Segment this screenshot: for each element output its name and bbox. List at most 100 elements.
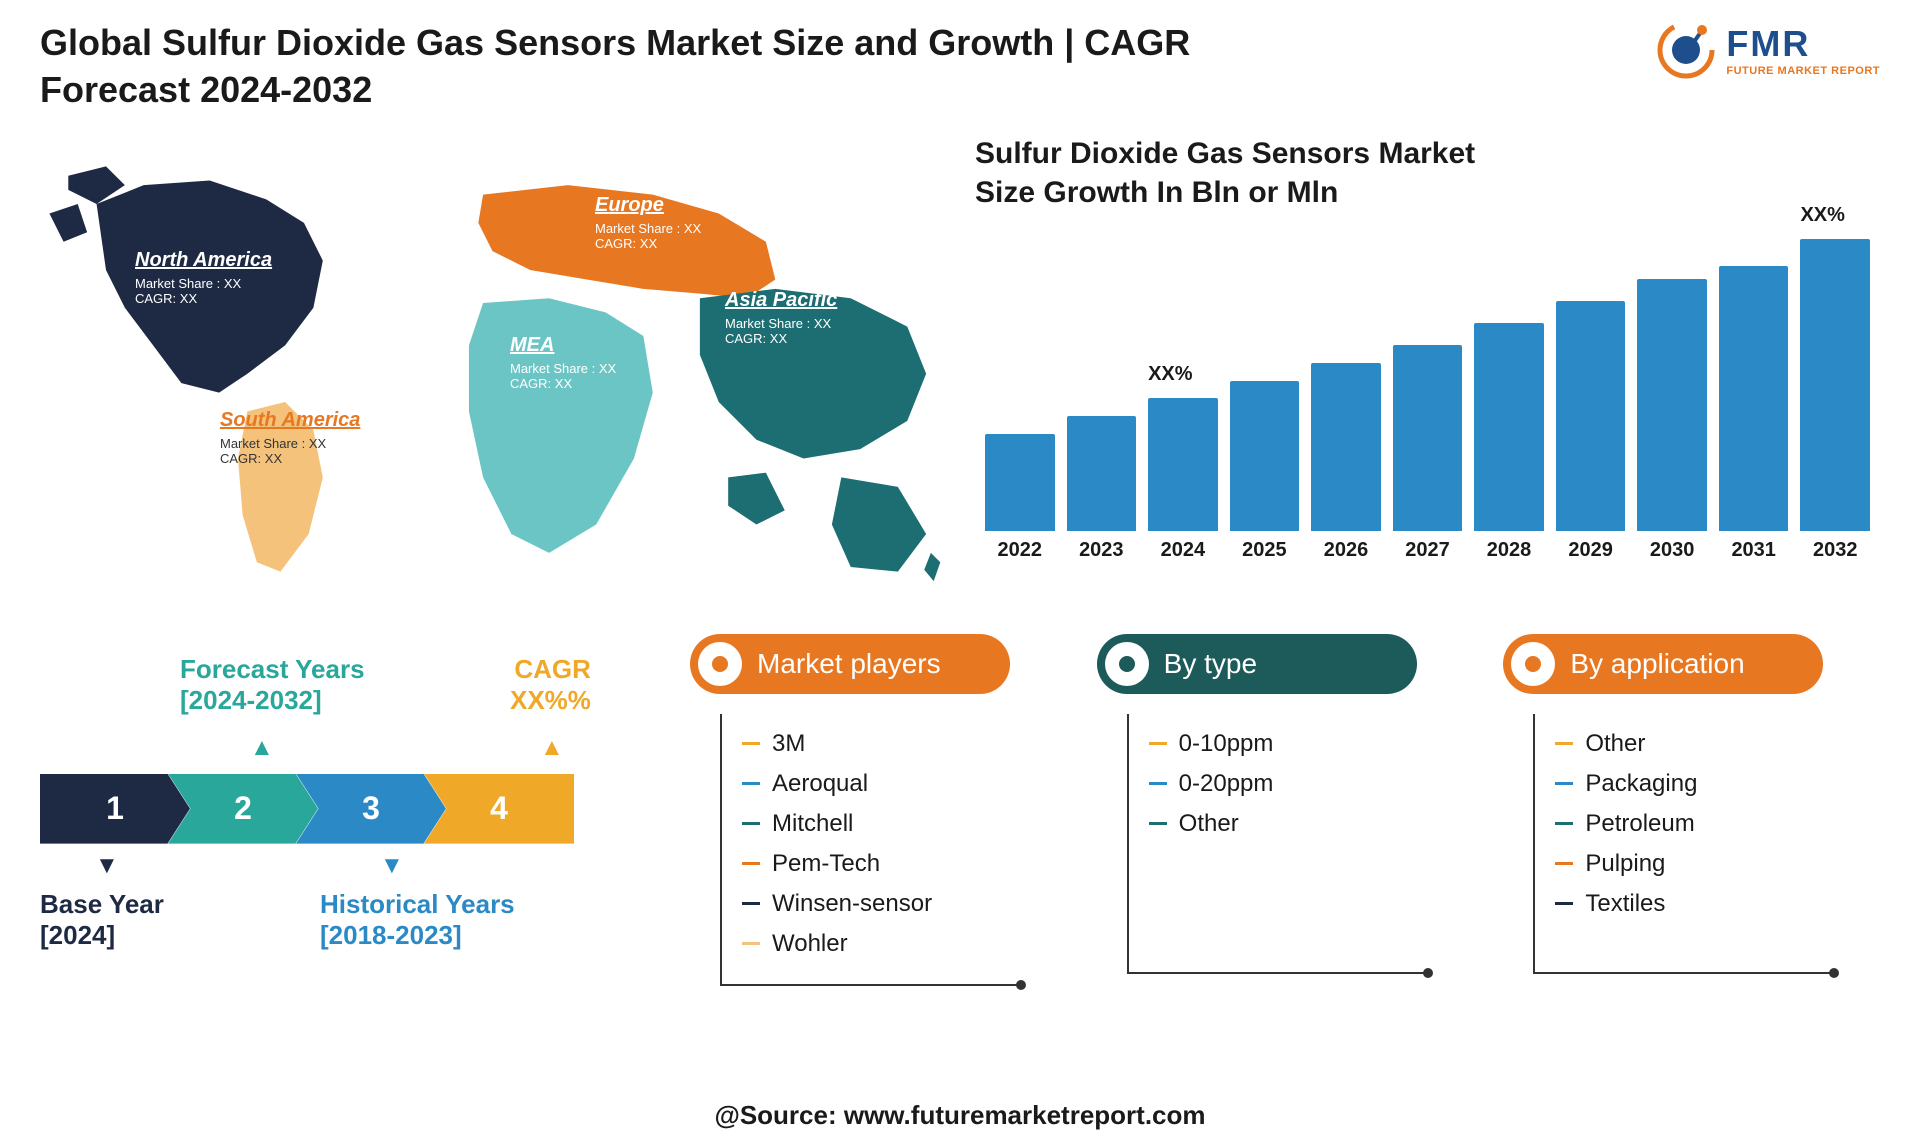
tl-label-forecast: Forecast Years [2024-2032] <box>180 654 365 716</box>
region-share: Market Share : XX <box>725 316 837 331</box>
chevron-4: 4 <box>424 774 574 844</box>
cat-header: Market players <box>690 634 1010 694</box>
barchart: 20222023XX%20242025202620272028202920302… <box>975 222 1880 562</box>
bar-wrap: 2026 <box>1311 363 1381 562</box>
tick-icon <box>742 942 760 945</box>
list-item: Packaging <box>1555 764 1833 804</box>
bar-annotation: XX% <box>1800 204 1844 227</box>
item-label: Other <box>1585 730 1645 758</box>
region-share: Market Share : XX <box>595 221 701 236</box>
region-name: South America <box>220 409 360 432</box>
region-cagr: CAGR: XX <box>220 451 360 466</box>
cat-list: 0-10ppm 0-20ppm Other <box>1127 714 1427 974</box>
bar-label: 2031 <box>1731 539 1776 562</box>
header: Global Sulfur Dioxide Gas Sensors Market… <box>40 20 1880 114</box>
tl-label-cagr: CAGR XX%% <box>510 654 591 716</box>
cat-by-application: By application OtherPackagingPetroleumPu… <box>1503 634 1880 974</box>
bar-label: 2029 <box>1568 539 1613 562</box>
cat-dot <box>1105 642 1149 686</box>
bar-wrap: 2025 <box>1230 381 1300 562</box>
tl-text: CAGR <box>510 654 591 685</box>
region-label-sa: South America Market Share : XX CAGR: XX <box>220 409 360 466</box>
bar-wrap: 2029 <box>1556 301 1626 561</box>
tl-label-base: Base Year [2024] <box>40 889 164 951</box>
triangle-down-icon: ▼ <box>380 852 404 880</box>
page-title: Global Sulfur Dioxide Gas Sensors Market… <box>40 20 1340 114</box>
top-row: North America Market Share : XX CAGR: XX… <box>40 134 1880 604</box>
timeline: Forecast Years [2024-2032] CAGR XX%% ▲ ▲… <box>40 634 660 974</box>
logo-main: FMR <box>1726 23 1880 65</box>
region-cagr: CAGR: XX <box>510 376 616 391</box>
bar-wrap: 2027 <box>1393 345 1463 561</box>
bar <box>1637 279 1707 530</box>
region-share: Market Share : XX <box>510 361 616 376</box>
bar-label: 2027 <box>1405 539 1450 562</box>
bar: XX% <box>1800 239 1870 530</box>
bar <box>985 434 1055 531</box>
bar-wrap: 2028 <box>1474 323 1544 561</box>
tl-text: Forecast Years <box>180 654 365 685</box>
logo-sub: FUTURE MARKET REPORT <box>1726 65 1880 77</box>
item-label: 0-20ppm <box>1179 770 1274 798</box>
item-label: Petroleum <box>1585 810 1694 838</box>
region-share: Market Share : XX <box>135 276 272 291</box>
region-share: Market Share : XX <box>220 436 360 451</box>
list-item: Textiles <box>1555 884 1833 924</box>
bar-wrap: 2023 <box>1067 416 1137 562</box>
item-label: Other <box>1179 810 1239 838</box>
cat-header: By application <box>1503 634 1823 694</box>
cat-title: By application <box>1570 648 1744 680</box>
item-label: 0-10ppm <box>1179 730 1274 758</box>
bar <box>1393 345 1463 530</box>
tick-icon <box>742 782 760 785</box>
world-map: North America Market Share : XX CAGR: XX… <box>40 134 945 604</box>
cat-list: 3MAeroqualMitchellPem-TechWinsen-sensorW… <box>720 714 1020 986</box>
bar-label: 2026 <box>1324 539 1369 562</box>
tick-icon <box>742 902 760 905</box>
bar-label: 2028 <box>1487 539 1532 562</box>
tick-icon <box>742 822 760 825</box>
barchart-section: Sulfur Dioxide Gas Sensors Market Size G… <box>975 134 1880 604</box>
triangle-up-icon: ▲ <box>250 734 274 762</box>
tl-sub: [2024] <box>40 920 164 951</box>
tl-sub: XX%% <box>510 685 591 716</box>
chevron-bar: 1 2 3 4 <box>40 774 574 844</box>
tick-icon <box>1149 822 1167 825</box>
tick-icon <box>1555 782 1573 785</box>
list-item: Mitchell <box>742 804 1020 844</box>
chevron-2: 2 <box>168 774 318 844</box>
world-map-svg <box>40 134 945 604</box>
tl-text: Historical Years <box>320 889 515 920</box>
bar <box>1556 301 1626 530</box>
list-item: 3M <box>742 724 1020 764</box>
tick-icon <box>1555 822 1573 825</box>
item-label: 3M <box>772 730 805 758</box>
list-item: Pem-Tech <box>742 844 1020 884</box>
source-footer: @Source: www.futuremarketreport.com <box>714 1100 1205 1131</box>
dot-icon <box>1119 656 1135 672</box>
region-label-mea: MEA Market Share : XX CAGR: XX <box>510 334 616 391</box>
list-item: Other <box>1149 804 1427 844</box>
cat-dot <box>698 642 742 686</box>
dot-icon <box>1525 656 1541 672</box>
tick-icon <box>742 742 760 745</box>
cat-title: Market players <box>757 648 941 680</box>
bar-wrap: 2022 <box>985 434 1055 562</box>
tick-icon <box>742 862 760 865</box>
list-item: 0-20ppm <box>1149 764 1427 804</box>
item-label: Aeroqual <box>772 770 868 798</box>
item-label: Mitchell <box>772 810 853 838</box>
tick-icon <box>1555 902 1573 905</box>
bar-label: 2032 <box>1813 539 1858 562</box>
region-name: Asia Pacific <box>725 289 837 312</box>
cat-market-players: Market players 3M Aeroqual Mitchell Pem-Tec… <box>690 634 1067 986</box>
chevron-3: 3 <box>296 774 446 844</box>
item-label: Wohler <box>772 930 848 958</box>
region-label-ap: Asia Pacific Market Share : XX CAGR: XX <box>725 289 837 346</box>
bar <box>1230 381 1300 531</box>
bar-wrap: 2030 <box>1637 279 1707 561</box>
region-label-eu: Europe Market Share : XX CAGR: XX <box>595 194 701 251</box>
tl-text: Base Year <box>40 889 164 920</box>
bar-label: 2022 <box>998 539 1043 562</box>
region-cagr: CAGR: XX <box>135 291 272 306</box>
